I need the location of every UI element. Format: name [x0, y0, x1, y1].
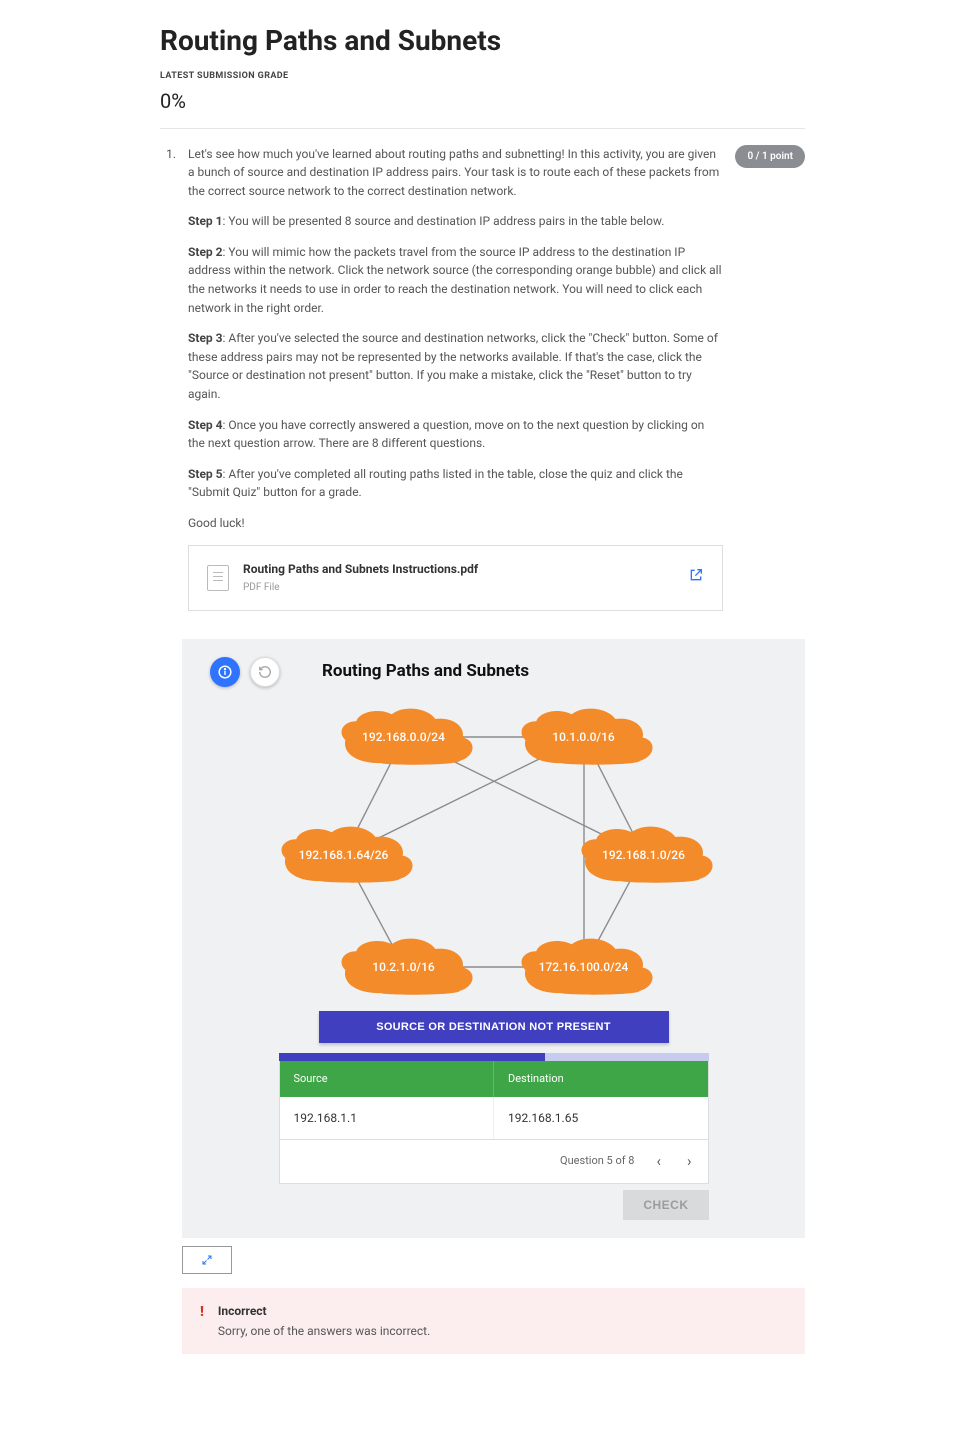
page-title: Routing Paths and Subnets — [160, 20, 805, 62]
progress-fill — [279, 1053, 546, 1061]
expand-button[interactable] — [182, 1246, 232, 1274]
feedback-box: ! Incorrect Sorry, one of the answers wa… — [182, 1288, 805, 1354]
table-row: 192.168.1.1 192.168.1.65 — [280, 1097, 708, 1139]
grade-label: LATEST SUBMISSION GRADE — [160, 70, 805, 84]
interactive-panel: Routing Paths and Subnets 192.168.0.0/24… — [182, 639, 805, 1238]
pager: Question 5 of 8 ‹ › — [279, 1140, 709, 1184]
divider — [160, 128, 805, 129]
question-body: Let's see how much you've learned about … — [188, 145, 723, 639]
network-node-1[interactable]: 10.1.0.0/16 — [509, 705, 659, 769]
alert-icon: ! — [200, 1302, 204, 1323]
network-node-2[interactable]: 192.168.1.64/26 — [269, 823, 419, 887]
progress-bar — [279, 1053, 709, 1061]
step-2: Step 2: You will mimic how the packets t… — [188, 243, 723, 317]
not-present-button[interactable]: SOURCE OR DESTINATION NOT PRESENT — [319, 1011, 669, 1043]
table-header-source: Source — [280, 1061, 495, 1098]
step-4: Step 4: Once you have correctly answered… — [188, 416, 723, 453]
attachment-name: Routing Paths and Subnets Instructions.p… — [243, 560, 674, 579]
network-node-label: 10.1.0.0/16 — [552, 728, 614, 746]
question-number: 1. — [160, 145, 176, 163]
question-closing: Good luck! — [188, 514, 723, 533]
check-button[interactable]: CHECK — [623, 1190, 708, 1220]
document-icon — [207, 565, 229, 591]
grade-value: 0% — [160, 86, 805, 116]
info-button[interactable] — [210, 657, 240, 687]
network-diagram: 192.168.0.0/24 10.1.0.0/16 192.168.1.64/26… — [254, 695, 734, 1005]
step-3: Step 3: After you've selected the source… — [188, 329, 723, 403]
next-arrow-icon[interactable]: › — [683, 1150, 696, 1173]
feedback-title: Incorrect — [218, 1302, 430, 1320]
reset-button[interactable] — [250, 657, 280, 687]
cell-destination: 192.168.1.65 — [494, 1097, 708, 1139]
prev-arrow-icon[interactable]: ‹ — [652, 1150, 665, 1173]
network-node-label: 192.168.1.0/26 — [602, 846, 685, 864]
attachment-card[interactable]: Routing Paths and Subnets Instructions.p… — [188, 545, 723, 611]
open-external-icon[interactable] — [688, 567, 704, 589]
step-1: Step 1: You will be presented 8 source a… — [188, 212, 723, 231]
network-node-0[interactable]: 192.168.0.0/24 — [329, 705, 479, 769]
network-node-label: 172.16.100.0/24 — [539, 958, 629, 976]
network-node-5[interactable]: 172.16.100.0/24 — [509, 935, 659, 999]
table-header-destination: Destination — [494, 1061, 708, 1098]
points-pill: 0 / 1 point — [735, 145, 805, 168]
src-dest-table: Source Destination 192.168.1.1 192.168.1… — [279, 1061, 709, 1141]
network-node-3[interactable]: 192.168.1.0/26 — [569, 823, 719, 887]
network-node-label: 192.168.0.0/24 — [362, 728, 445, 746]
cell-source: 192.168.1.1 — [280, 1097, 495, 1139]
network-node-label: 192.168.1.64/26 — [299, 846, 389, 864]
feedback-message: Sorry, one of the answers was incorrect. — [218, 1322, 430, 1340]
pager-label: Question 5 of 8 — [560, 1153, 634, 1170]
step-5: Step 5: After you've completed all routi… — [188, 465, 723, 502]
question-intro: Let's see how much you've learned about … — [188, 145, 723, 201]
panel-title: Routing Paths and Subnets — [322, 659, 529, 685]
attachment-type: PDF File — [243, 580, 674, 596]
network-node-4[interactable]: 10.2.1.0/16 — [329, 935, 479, 999]
network-node-label: 10.2.1.0/16 — [372, 958, 434, 976]
